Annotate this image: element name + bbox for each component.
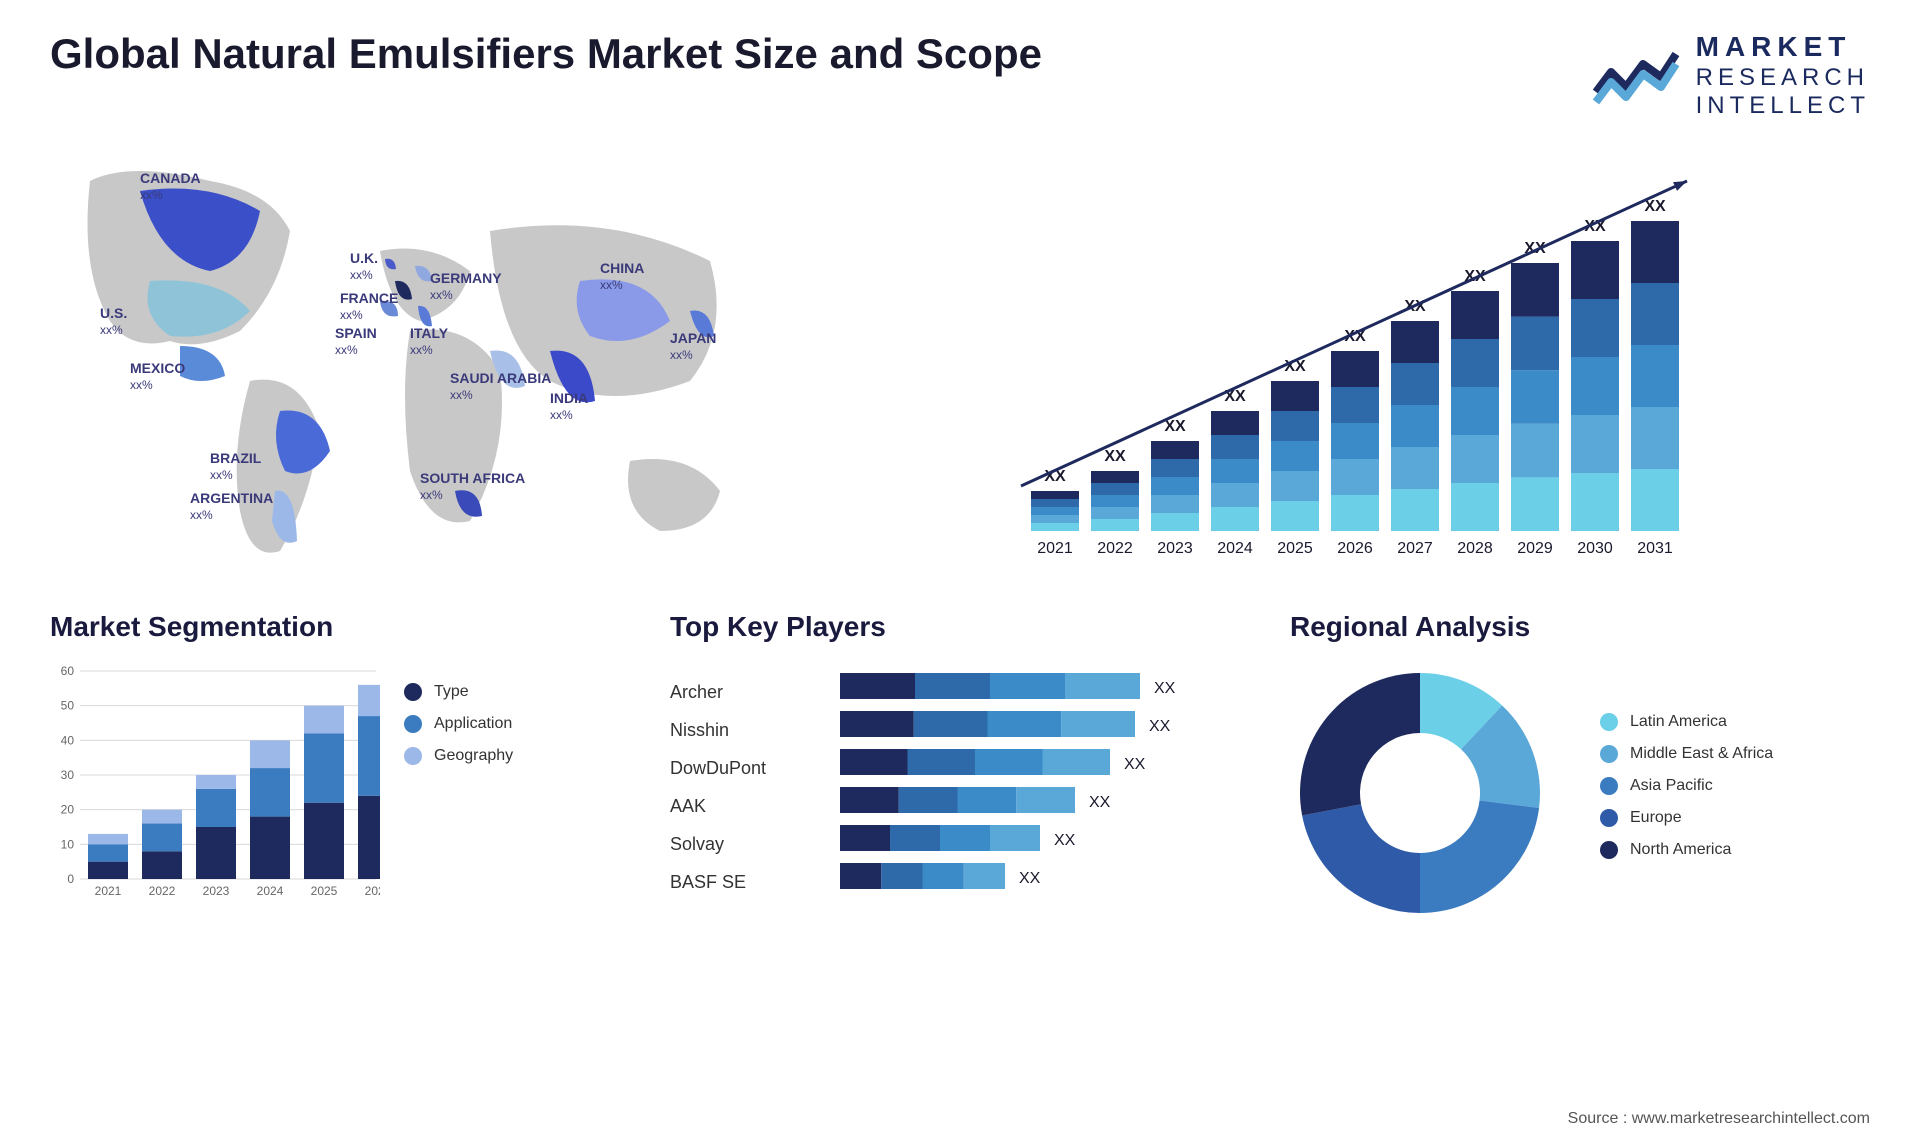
- svg-text:40: 40: [61, 734, 75, 748]
- player-name: Solvay: [670, 825, 820, 863]
- svg-text:10: 10: [61, 838, 75, 852]
- forecast-chart: XX2021XX2022XX2023XX2024XX2025XX2026XX20…: [985, 151, 1870, 571]
- svg-text:XX: XX: [1104, 448, 1126, 465]
- legend-label: Type: [434, 683, 469, 701]
- player-name: DowDuPont: [670, 749, 820, 787]
- svg-text:2022: 2022: [1097, 540, 1133, 557]
- legend-swatch: [1600, 777, 1618, 795]
- svg-text:2030: 2030: [1577, 540, 1613, 557]
- logo: MARKET RESEARCH INTELLECT: [1591, 30, 1870, 121]
- source-text: Source : www.marketresearchintellect.com: [1568, 1110, 1870, 1128]
- country-label: CHINAxx%: [600, 261, 644, 292]
- svg-text:2025: 2025: [1277, 540, 1313, 557]
- legend-swatch: [404, 683, 422, 701]
- country-label: U.K.xx%: [350, 251, 378, 282]
- legend-swatch: [1600, 745, 1618, 763]
- player-name: BASF SE: [670, 863, 820, 901]
- svg-text:2022: 2022: [149, 884, 176, 898]
- country-label: ARGENTINAxx%: [190, 491, 273, 522]
- svg-text:XX: XX: [1019, 870, 1041, 887]
- svg-text:2028: 2028: [1457, 540, 1493, 557]
- svg-text:2027: 2027: [1397, 540, 1433, 557]
- svg-text:2025: 2025: [311, 884, 338, 898]
- svg-text:2024: 2024: [1217, 540, 1253, 557]
- legend-item: Europe: [1600, 809, 1870, 827]
- legend-swatch: [404, 715, 422, 733]
- logo-text: MARKET RESEARCH INTELLECT: [1696, 30, 1870, 121]
- country-label: ITALYxx%: [410, 326, 448, 357]
- svg-text:2026: 2026: [365, 884, 380, 898]
- country-label: BRAZILxx%: [210, 451, 261, 482]
- legend-label: Middle East & Africa: [1630, 745, 1773, 763]
- svg-text:XX: XX: [1089, 794, 1111, 811]
- player-names: ArcherNisshinDowDuPontAAKSolvayBASF SE: [670, 663, 820, 908]
- segmentation-panel: Market Segmentation 0 10 20 30 40 50 60 2021 202…: [50, 611, 630, 923]
- svg-text:2031: 2031: [1637, 540, 1673, 557]
- legend-swatch: [1600, 809, 1618, 827]
- country-label: INDIAxx%: [550, 391, 588, 422]
- legend-swatch: [1600, 841, 1618, 859]
- legend-item: Latin America: [1600, 713, 1870, 731]
- players-panel: Top Key Players ArcherNisshinDowDuPontAA…: [670, 611, 1250, 923]
- country-label: U.S.xx%: [100, 306, 127, 337]
- legend-swatch: [404, 747, 422, 765]
- svg-text:60: 60: [61, 664, 75, 678]
- player-name: Nisshin: [670, 711, 820, 749]
- players-title: Top Key Players: [670, 611, 1250, 643]
- legend-item: Application: [404, 715, 630, 733]
- svg-text:2021: 2021: [1037, 540, 1073, 557]
- legend-swatch: [1600, 713, 1618, 731]
- svg-text:2023: 2023: [1157, 540, 1193, 557]
- svg-text:XX: XX: [1154, 680, 1176, 697]
- country-label: FRANCExx%: [340, 291, 398, 322]
- country-label: CANADAxx%: [140, 171, 201, 202]
- legend-label: Latin America: [1630, 713, 1727, 731]
- legend-label: Application: [434, 715, 512, 733]
- svg-text:2024: 2024: [257, 884, 284, 898]
- segmentation-legend: Type Application Geography: [404, 663, 630, 903]
- legend-label: Europe: [1630, 809, 1682, 827]
- country-label: JAPANxx%: [670, 331, 716, 362]
- svg-text:XX: XX: [1124, 756, 1146, 773]
- regions-panel: Regional Analysis Latin America Middle Ea…: [1290, 611, 1870, 923]
- svg-text:XX: XX: [1164, 418, 1186, 435]
- svg-text:30: 30: [61, 768, 75, 782]
- svg-text:XX: XX: [1149, 718, 1171, 735]
- legend-item: Type: [404, 683, 630, 701]
- logo-line-2: RESEARCH: [1696, 64, 1870, 93]
- svg-text:XX: XX: [1054, 832, 1076, 849]
- legend-item: Middle East & Africa: [1600, 745, 1870, 763]
- legend-label: Geography: [434, 747, 513, 765]
- player-name: AAK: [670, 787, 820, 825]
- region-legend: Latin America Middle East & Africa Asia Pa…: [1600, 713, 1870, 873]
- player-bars: XX XX XX XX XX XX: [840, 663, 1250, 908]
- svg-text:2026: 2026: [1337, 540, 1373, 557]
- country-label: SOUTH AFRICAxx%: [420, 471, 525, 502]
- legend-label: North America: [1630, 841, 1731, 859]
- country-label: MEXICOxx%: [130, 361, 185, 392]
- legend-label: Asia Pacific: [1630, 777, 1713, 795]
- legend-item: Asia Pacific: [1600, 777, 1870, 795]
- regions-title: Regional Analysis: [1290, 611, 1870, 643]
- logo-mark-icon: [1591, 42, 1681, 110]
- svg-text:0: 0: [67, 872, 74, 886]
- country-label: SPAINxx%: [335, 326, 377, 357]
- svg-text:2021: 2021: [95, 884, 122, 898]
- legend-item: Geography: [404, 747, 630, 765]
- logo-line-3: INTELLECT: [1696, 92, 1870, 121]
- svg-text:2023: 2023: [203, 884, 230, 898]
- svg-text:2029: 2029: [1517, 540, 1553, 557]
- world-map: CANADAxx% U.S.xx%MEXICOxx% BRAZILxx% ARGENT…: [50, 151, 935, 571]
- legend-item: North America: [1600, 841, 1870, 859]
- page-title: Global Natural Emulsifiers Market Size a…: [50, 30, 1042, 78]
- player-name: Archer: [670, 673, 820, 711]
- segmentation-title: Market Segmentation: [50, 611, 630, 643]
- country-label: SAUDI ARABIAxx%: [450, 371, 551, 402]
- country-label: GERMANYxx%: [430, 271, 502, 302]
- logo-line-1: MARKET: [1696, 30, 1870, 64]
- svg-text:50: 50: [61, 699, 75, 713]
- svg-text:20: 20: [61, 803, 75, 817]
